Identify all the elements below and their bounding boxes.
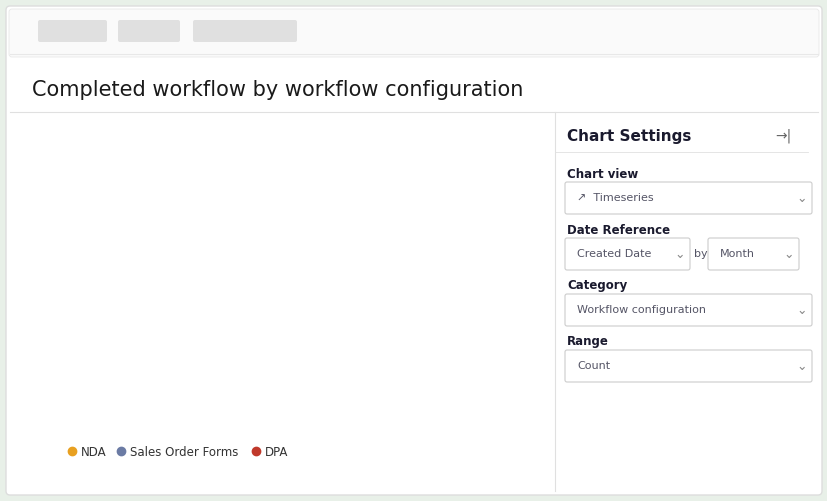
Text: Date Reference: Date Reference [566,223,669,236]
FancyBboxPatch shape [564,238,689,270]
Text: ↗  Timeseries: ↗ Timeseries [576,193,653,203]
Text: Category: Category [566,280,627,293]
FancyBboxPatch shape [38,20,107,42]
Text: ⌄: ⌄ [782,247,792,261]
Text: Chart view: Chart view [566,167,638,180]
Text: ⌄: ⌄ [795,191,805,204]
Text: Chart Settings: Chart Settings [566,128,691,143]
FancyBboxPatch shape [707,238,798,270]
Text: Range: Range [566,336,608,349]
Text: Month: Month [719,249,754,259]
FancyBboxPatch shape [564,294,811,326]
Text: ⌄: ⌄ [795,304,805,317]
FancyBboxPatch shape [118,20,179,42]
FancyBboxPatch shape [564,182,811,214]
Text: Workflow configuration: Workflow configuration [576,305,705,315]
Text: Completed workflow by workflow configuration: Completed workflow by workflow configura… [32,80,523,100]
Text: ⌄: ⌄ [795,360,805,373]
Text: Created Date: Created Date [576,249,651,259]
Text: by: by [693,249,707,259]
Text: Sales Order Forms: Sales Order Forms [130,445,237,458]
Text: ⌄: ⌄ [673,247,684,261]
Text: Count: Count [576,361,609,371]
Text: →|: →| [774,129,791,143]
FancyBboxPatch shape [193,20,297,42]
FancyBboxPatch shape [6,6,821,495]
FancyBboxPatch shape [564,350,811,382]
Text: DPA: DPA [265,445,288,458]
Text: NDA: NDA [81,445,107,458]
FancyBboxPatch shape [9,9,818,57]
